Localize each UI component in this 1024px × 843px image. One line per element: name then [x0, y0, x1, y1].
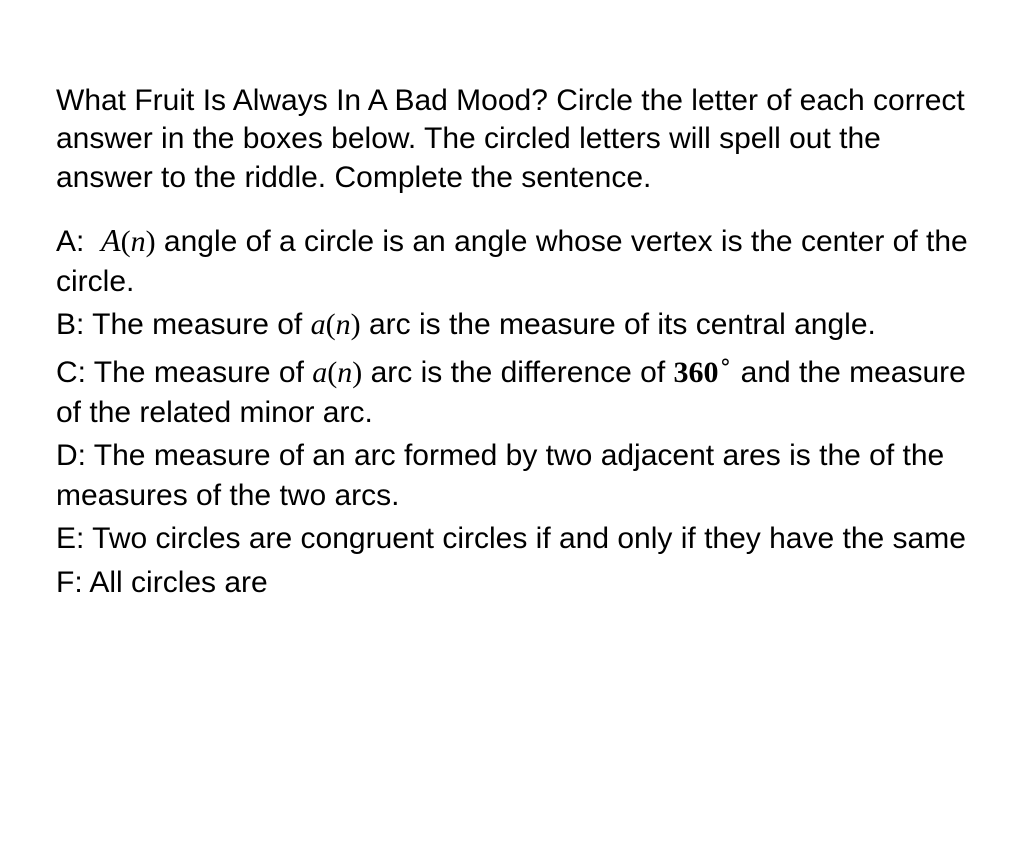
item-a-label: A: [56, 225, 84, 258]
item-b-math-outer: a [311, 308, 326, 341]
item-e: E: Two circles are congruent circles if … [56, 519, 968, 559]
item-a-text: angle of a circle is an angle whose vert… [56, 225, 968, 298]
paren-open: ( [326, 308, 336, 341]
paren-close: ) [146, 225, 156, 258]
intro-paragraph: What Fruit Is Always In A Bad Mood? Circ… [56, 82, 968, 197]
item-b: B: The measure of a(n) arc is the measur… [56, 305, 968, 345]
item-a-math-inner: n [131, 225, 146, 258]
item-f: F: All circles are [56, 563, 968, 603]
item-c-math-inner: n [337, 356, 352, 389]
item-f-label: F: [56, 566, 83, 599]
item-d: D: The measure of an arc formed by two a… [56, 436, 968, 515]
item-a-math-outer: A [101, 222, 121, 258]
item-c-degree: ∘ [719, 349, 733, 374]
item-e-label: E: [56, 522, 84, 555]
paren-open: ( [327, 356, 337, 389]
item-b-label: B: [56, 308, 84, 341]
item-c-math-outer: a [312, 356, 327, 389]
item-c-mid: arc is the difference of [371, 356, 674, 389]
item-c: C: The measure of a(n) arc is the differ… [56, 349, 968, 432]
item-c-pre: The measure of [94, 356, 312, 389]
item-b-pre: The measure of [92, 308, 310, 341]
item-e-text: Two circles are congruent circles if and… [92, 522, 966, 555]
item-f-text: All circles are [89, 566, 267, 599]
item-b-post: arc is the measure of its central angle. [369, 308, 876, 341]
paren-open: ( [121, 225, 131, 258]
item-c-label: C: [56, 356, 86, 389]
item-d-label: D: [56, 439, 86, 472]
paren-close: ) [351, 308, 361, 341]
paren-close: ) [352, 356, 362, 389]
item-c-number: 360 [674, 356, 719, 389]
item-b-math-inner: n [336, 308, 351, 341]
item-a: A: A(n) angle of a circle is an angle wh… [56, 219, 968, 301]
item-d-text: The measure of an arc formed by two adja… [56, 439, 944, 512]
